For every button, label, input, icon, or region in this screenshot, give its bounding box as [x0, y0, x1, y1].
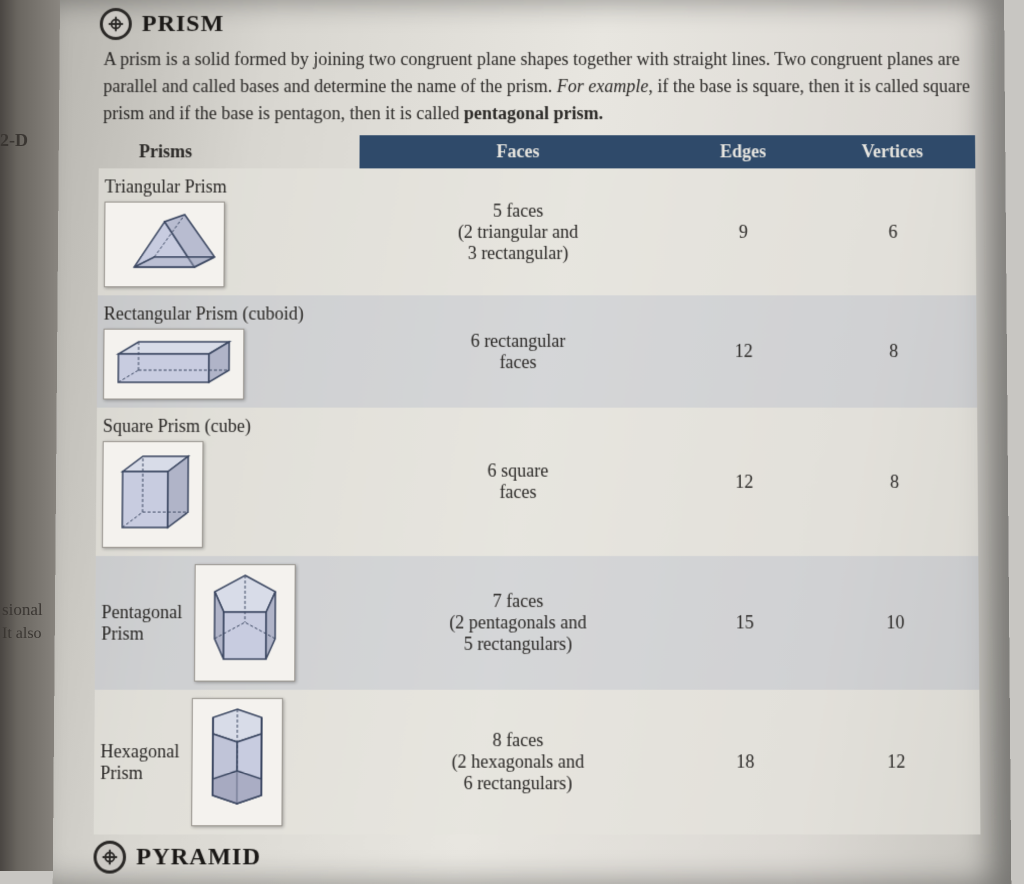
- section-heading: PRISM: [142, 10, 225, 37]
- faces-line: faces: [365, 351, 671, 372]
- col-vertices: Vertices: [809, 135, 975, 168]
- faces-cell: 8 faces (2 hexagonals and 6 rectangulars…: [357, 690, 678, 835]
- shape-pentagonal-prism: [194, 564, 296, 681]
- margin-note-3: It also: [2, 625, 42, 643]
- prism-cell: Triangular Prism: [98, 168, 360, 295]
- shape-cube: [102, 441, 204, 548]
- faces-line: 3 rectangular): [365, 242, 671, 263]
- vertices-cell: 10: [811, 556, 979, 690]
- faces-line: 5 faces: [365, 200, 670, 221]
- margin-note-1: 2-D: [0, 130, 28, 151]
- edges-cell: 18: [678, 690, 813, 835]
- faces-line: 5 rectangulars): [364, 634, 672, 655]
- faces-line: (2 hexagonals and: [364, 751, 672, 773]
- col-faces: Faces: [359, 135, 676, 168]
- vertices-cell: 6: [810, 168, 977, 295]
- shape-triangular-prism: [104, 202, 225, 288]
- table-header-row: Prisms Faces Edges Vertices: [99, 135, 976, 168]
- table-row: Rectangular Prism (cuboid) 6 recta: [97, 295, 977, 407]
- prism-name: Rectangular Prism (cuboid): [104, 303, 353, 324]
- faces-line: (2 triangular and: [365, 221, 671, 242]
- next-section-heading: PYRAMID: [136, 843, 261, 871]
- intro-paragraph: A prism is a solid formed by joining two…: [103, 46, 975, 127]
- faces-cell: 5 faces (2 triangular and 3 rectangular): [359, 168, 677, 295]
- faces-line: 6 rectangulars): [364, 773, 672, 795]
- faces-line: 6 square: [365, 460, 672, 481]
- page-content: PRISM A prism is a solid formed by joini…: [53, 0, 1012, 884]
- table-row: Hexagonal Prism: [94, 690, 981, 835]
- prism-name-2: Prism: [100, 762, 179, 784]
- vertices-cell: 12: [812, 690, 980, 835]
- faces-line: 6 rectangular: [365, 330, 671, 351]
- faces-cell: 7 faces (2 pentagonals and 5 rectangular…: [358, 556, 678, 690]
- prism-name: Triangular Prism: [105, 176, 354, 197]
- prism-table: Prisms Faces Edges Vertices Triangular P…: [94, 135, 981, 834]
- col-edges: Edges: [677, 135, 810, 168]
- faces-line: 7 faces: [364, 591, 671, 612]
- prism-name-1: Pentagonal: [101, 601, 182, 622]
- margin-note-2: sional: [2, 600, 43, 620]
- faces-cell: 6 square faces: [358, 408, 677, 556]
- intro-bold: pentagonal prism.: [464, 103, 603, 123]
- edges-cell: 12: [677, 295, 811, 407]
- col-prisms: Prisms: [99, 135, 360, 168]
- faces-line: (2 pentagonals and: [364, 612, 672, 633]
- prism-cell: Pentagonal Prism: [95, 556, 359, 690]
- vertices-cell: 8: [810, 295, 977, 407]
- prism-name: Square Prism (cube): [103, 416, 353, 437]
- prism-name-2: Prism: [101, 623, 182, 644]
- bullet-icon: [93, 841, 126, 874]
- edges-cell: 15: [678, 556, 812, 690]
- shape-cuboid: [103, 329, 244, 400]
- table-row: Square Prism (cube) 6 square: [96, 408, 978, 556]
- faces-line: faces: [365, 482, 672, 503]
- footer-row: PYRAMID: [93, 841, 980, 874]
- shape-hexagonal-prism: [191, 698, 283, 826]
- faces-cell: 6 rectangular faces: [359, 295, 677, 407]
- table-row: Triangular Prism 5 faces (2 triangular: [98, 168, 977, 295]
- heading-row: PRISM: [100, 8, 975, 40]
- prism-cell: Hexagonal Prism: [94, 690, 358, 835]
- edges-cell: 9: [677, 168, 811, 295]
- prism-cell: Square Prism (cube): [96, 408, 359, 556]
- faces-line: 8 faces: [364, 730, 672, 752]
- intro-italic: For example: [557, 76, 649, 96]
- edges-cell: 12: [677, 408, 811, 556]
- table-row: Pentagonal Prism: [95, 556, 980, 690]
- bullet-icon: [100, 8, 132, 40]
- vertices-cell: 8: [811, 408, 979, 556]
- prism-name-1: Hexagonal: [100, 741, 179, 763]
- prism-cell: Rectangular Prism (cuboid): [97, 295, 359, 407]
